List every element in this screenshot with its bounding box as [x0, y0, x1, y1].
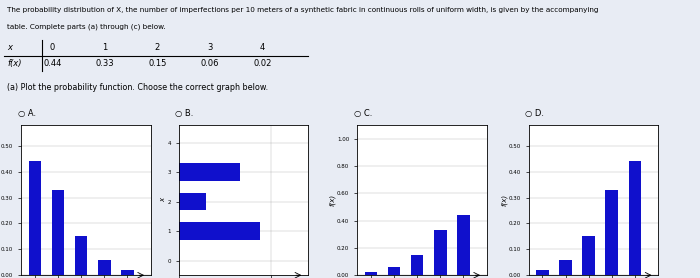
Text: 0.44: 0.44 [43, 59, 62, 68]
Text: 0: 0 [50, 43, 55, 52]
Bar [559, 260, 572, 275]
Bar [365, 272, 377, 275]
Bar [434, 230, 447, 275]
Text: 4: 4 [260, 43, 265, 52]
Text: x: x [7, 43, 12, 52]
Bar [388, 267, 400, 275]
Y-axis label: x: x [160, 198, 166, 202]
Text: 3: 3 [207, 43, 213, 52]
Bar [629, 161, 641, 275]
Bar [536, 270, 549, 275]
Text: 2: 2 [155, 43, 160, 52]
Bar [52, 190, 64, 275]
Bar [457, 215, 470, 275]
Bar [75, 236, 88, 275]
Y-axis label: f(x): f(x) [329, 194, 336, 206]
Text: 0.02: 0.02 [253, 59, 272, 68]
Bar [178, 222, 260, 240]
Bar [582, 236, 595, 275]
Text: ○ C.: ○ C. [354, 109, 372, 118]
Bar [178, 193, 206, 210]
Bar [178, 163, 239, 181]
Text: The probability distribution of X, the number of imperfections per 10 meters of : The probability distribution of X, the n… [7, 7, 598, 13]
Bar [98, 260, 111, 275]
Text: 1: 1 [102, 43, 108, 52]
Text: 0.33: 0.33 [96, 59, 114, 68]
Y-axis label: f(x): f(x) [500, 194, 508, 206]
Bar [121, 270, 134, 275]
Text: ○ B.: ○ B. [175, 109, 193, 118]
Text: ○ D.: ○ D. [525, 109, 544, 118]
Bar [29, 161, 41, 275]
Bar [606, 190, 618, 275]
Text: table. Complete parts (a) through (c) below.: table. Complete parts (a) through (c) be… [7, 24, 166, 30]
Text: f(x): f(x) [7, 59, 22, 68]
Text: ○ A.: ○ A. [18, 109, 36, 118]
Bar [411, 255, 424, 275]
Text: (a) Plot the probability function. Choose the correct graph below.: (a) Plot the probability function. Choos… [7, 83, 268, 92]
Text: 0.15: 0.15 [148, 59, 167, 68]
Text: 0.06: 0.06 [201, 59, 219, 68]
